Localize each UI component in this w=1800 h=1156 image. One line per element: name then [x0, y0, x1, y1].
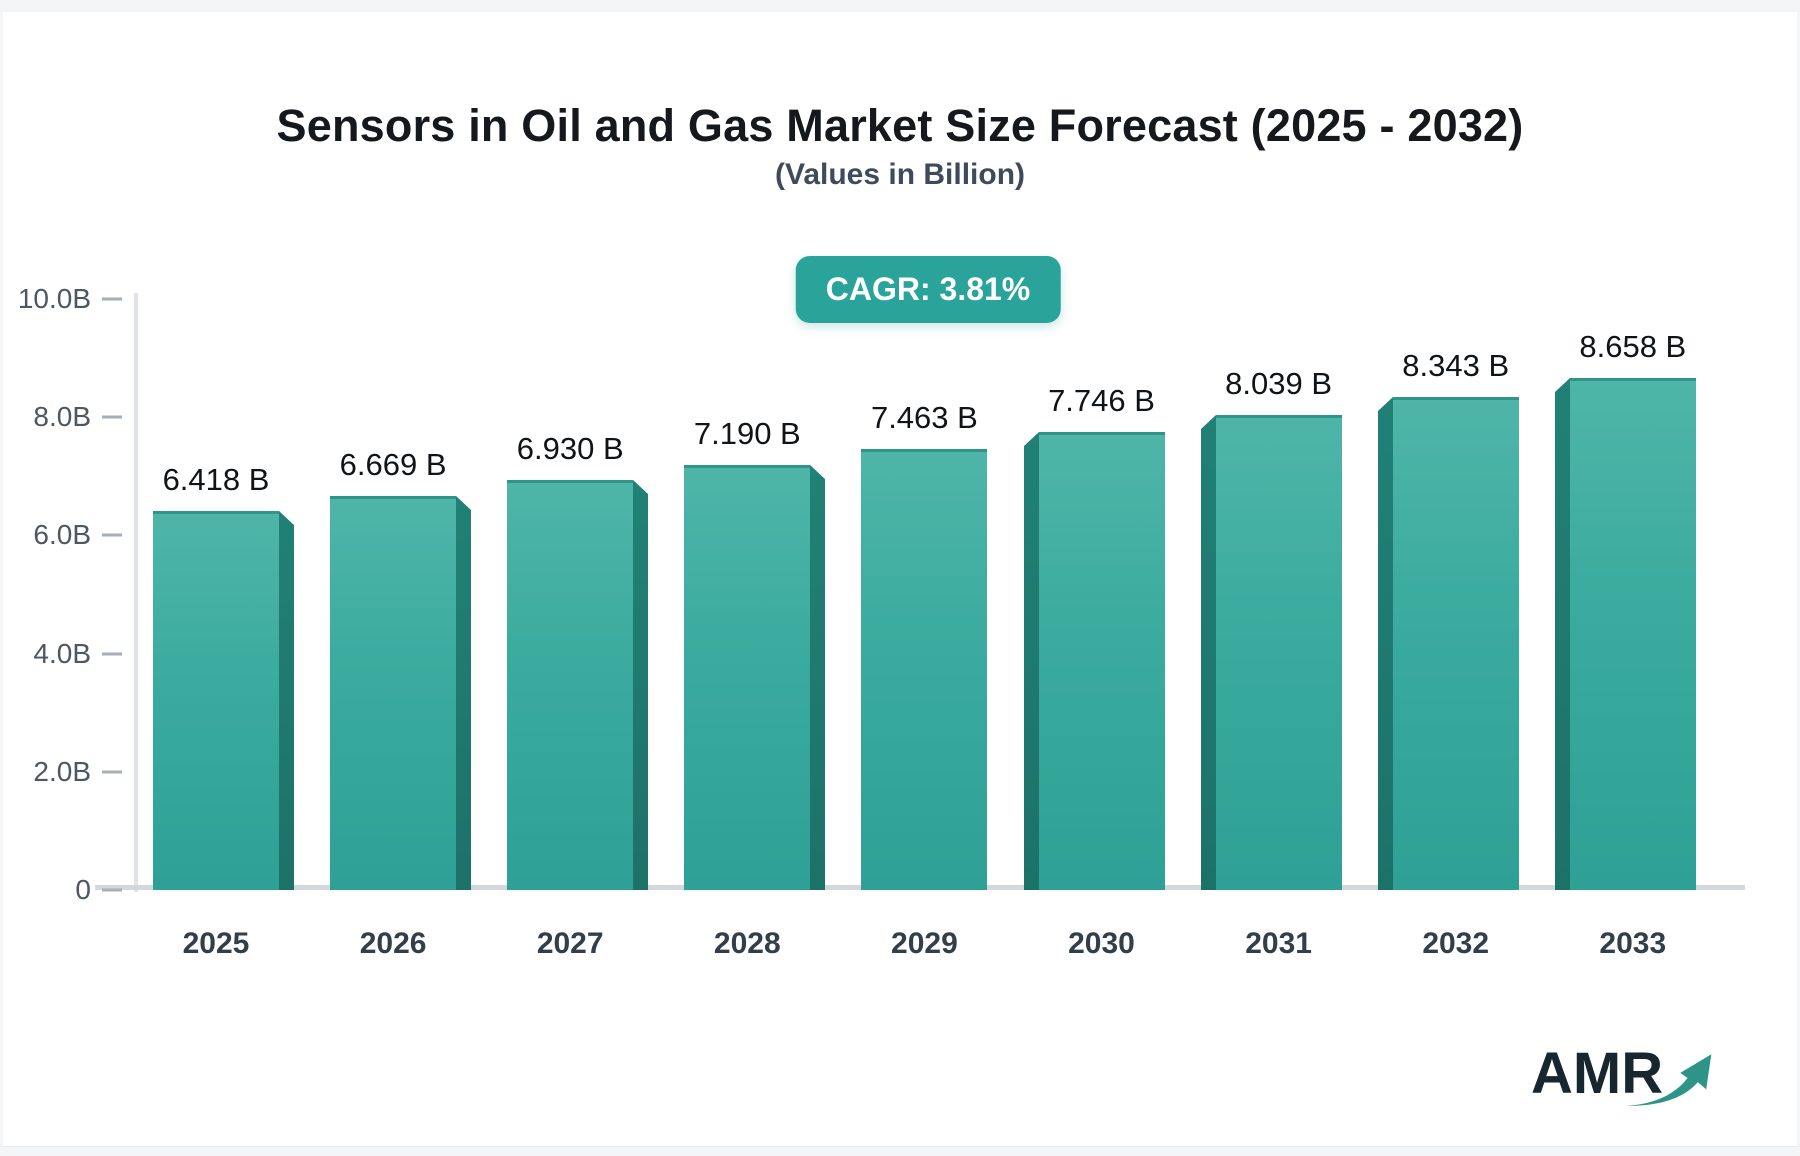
bar-2028 [684, 465, 810, 890]
x-axis-label-2027: 2027 [536, 927, 604, 960]
bar-value-label: 7.746 B [1048, 383, 1155, 418]
bar-2026 [330, 496, 456, 890]
x-axis-label-2025: 2025 [182, 927, 250, 960]
bar-value-label: 7.190 B [693, 416, 801, 451]
bar-chart: 0 2.0B 4.0B 6.0B 8.0B 10.0B 6.418 B 2025 6.669 B… [3, 6, 1797, 1146]
y-axis-tick [102, 297, 122, 301]
amr-logo-arrow-icon [1626, 1054, 1712, 1106]
y-axis-tick [102, 533, 122, 537]
y-axis-tick-label: 0 [75, 874, 91, 905]
x-axis-label-2031: 2031 [1245, 927, 1312, 960]
x-axis-label-2026: 2026 [359, 927, 427, 960]
x-axis-label-2032: 2032 [1422, 927, 1490, 960]
bar-side-2027 [633, 480, 648, 890]
bar-2032 [1393, 397, 1519, 890]
amr-logo: AMR [1531, 1040, 1721, 1110]
y-axis-tick-label: 6.0B [33, 519, 91, 551]
chart-subtitle: (Values in Billion) [774, 158, 1026, 191]
x-axis-label-2033: 2033 [1599, 927, 1667, 960]
bar-value-label: 6.669 B [339, 447, 447, 482]
y-axis-tick-label: 2.0B [33, 755, 91, 787]
y-axis-tick [102, 652, 122, 656]
y-axis-line [134, 293, 138, 892]
bar-2027 [507, 480, 633, 890]
bar-side-2030 [1024, 432, 1039, 890]
bar-value-label: 8.658 B [1579, 329, 1687, 364]
chart-title: Sensors in Oil and Gas Market Size Forec… [276, 100, 1524, 151]
bar-value-label: 6.418 B [162, 462, 270, 497]
y-axis-tick-label: 8.0B [33, 401, 91, 433]
y-axis-tick-label: 10.0B [17, 283, 91, 314]
bar-2025 [153, 511, 279, 890]
chart-card: Sensors in Oil and Gas Market Size Forec… [3, 6, 1797, 1146]
bar-side-2025 [279, 511, 294, 890]
x-axis-label-2029: 2029 [891, 927, 958, 960]
bar-2029 [861, 449, 987, 890]
bar-side-2028 [810, 465, 825, 890]
bar-2033 [1570, 378, 1696, 890]
bar-value-label: 8.343 B [1402, 348, 1510, 383]
y-axis-tick [102, 415, 122, 419]
bar-2031 [1216, 415, 1342, 890]
y-axis-tick [102, 888, 122, 892]
bar-2030 [1039, 432, 1165, 890]
bar-value-label: 7.463 B [870, 400, 978, 435]
cagr-badge: CAGR: 3.81% [795, 256, 1061, 323]
amr-logo-text: AMR [1531, 1041, 1664, 1106]
y-axis-tick-label: 4.0B [33, 637, 91, 669]
bar-side-2032 [1378, 397, 1393, 890]
x-axis-label-2030: 2030 [1068, 927, 1135, 960]
bar-value-label: 8.039 B [1225, 366, 1333, 401]
page-edge-bottom [0, 1146, 1800, 1156]
bar-side-2031 [1201, 415, 1216, 890]
bar-value-label: 6.930 B [516, 431, 624, 466]
page-edge-top [3, 6, 1797, 12]
bar-side-2033 [1555, 378, 1570, 890]
x-axis-label-2028: 2028 [713, 927, 781, 960]
bar-side-2026 [456, 496, 471, 890]
y-axis-tick [102, 770, 122, 774]
